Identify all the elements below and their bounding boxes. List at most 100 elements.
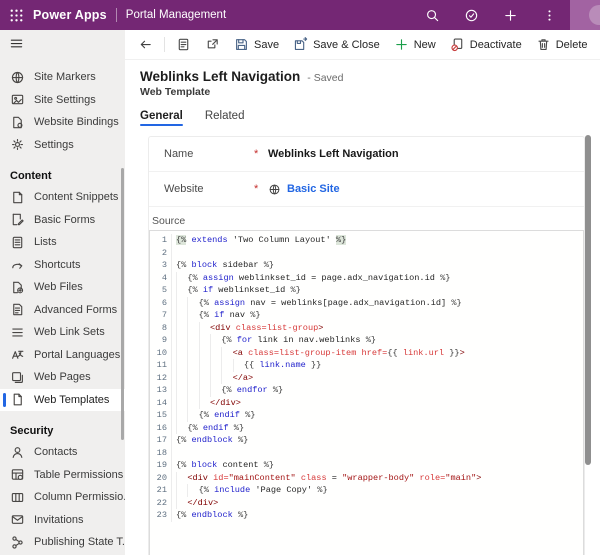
sitemap-toggle-icon[interactable] [0,30,125,56]
form-pane-button[interactable] [169,33,198,56]
popout-button[interactable] [198,33,227,56]
indent-guide [187,321,198,334]
sidebar-item-site-markers[interactable]: Site Markers [0,66,125,89]
indent-guide [176,421,187,434]
sidebar-item-web-link-sets[interactable]: Web Link Sets [0,321,125,344]
sidebar-item-label: Content Snippets [34,191,119,204]
line-number: 7 [150,309,172,322]
line-number: 20 [150,471,172,484]
indent-guide [176,309,187,322]
sidebar-item-label: Site Markers [34,71,96,84]
add-icon[interactable] [497,2,523,28]
sidebar-item-web-files[interactable]: Web Files [0,276,125,299]
line-number: 2 [150,246,172,259]
sidebar-item-invitations[interactable]: Invitations [0,509,125,532]
sidebar-item-shortcuts[interactable]: Shortcuts [0,254,125,277]
line-number: 8 [150,321,172,334]
sidebar-item-label: Site Settings [34,93,96,106]
main-scrollbar[interactable] [585,135,591,465]
indent-guide [176,271,187,284]
indent-guide [176,484,187,497]
required-asterisk: * [254,148,259,160]
sidebar-item-site-settings[interactable]: Site Settings [0,89,125,112]
new-button[interactable]: New [387,33,443,56]
sidebar-item-label: Shortcuts [34,258,81,271]
code-line: 16 {% endif %} [150,421,583,434]
sidebar-section-security: Security [10,425,54,437]
code-line: 2 [150,246,583,259]
sidebar-item-label: Portal Languages [34,348,121,361]
save-and-close-button[interactable]: Save & Close [286,33,387,56]
tab-related[interactable]: Related [204,110,245,122]
indent-guide [187,384,198,397]
code-line: 12 </a> [150,371,583,384]
code-line: 4 {% assign weblinkset_id = page.adx_nav… [150,271,583,284]
top-header: Power Apps Portal Management [0,0,600,30]
general-section-card: Name * Weblinks Left Navigation Website * Bas… [148,136,585,555]
user-avatar[interactable] [570,0,600,30]
sidebar-item-websites[interactable]: Websites [0,56,125,66]
field-value-website[interactable]: Basic Site [268,183,340,196]
sidebar-item-advanced-forms[interactable]: Advanced Forms [0,299,125,322]
deactivate-button[interactable]: Deactivate [443,33,529,56]
sidebar-item-label: Publishing State T... [34,536,125,549]
delete-button[interactable]: Delete [529,33,595,56]
sidebar-item-web-templates[interactable]: Web Templates [0,388,125,411]
save-icon [234,37,249,52]
back-button[interactable] [131,33,160,56]
sidebar-item-label: Web Templates [34,393,110,406]
sidebar-item-portal-languages[interactable]: Portal Languages [0,344,125,367]
sidebar-item-publishing-state-t[interactable]: Publishing State T... [0,531,125,554]
command-label: New [413,38,436,51]
contacts-icon [10,445,25,460]
field-value-name[interactable]: Weblinks Left Navigation [268,148,399,160]
sidebar-item-label: Website Bindings [34,116,119,129]
field-label: Name [164,148,194,160]
command-label: Delete [555,38,588,51]
field-text: Weblinks Left Navigation [268,148,399,160]
sidebar-item-label: Web Files [34,281,83,294]
content-snippets-icon [10,190,25,205]
settings-icon [10,137,25,152]
sidebar-scrollbar[interactable] [121,168,124,440]
tab-general[interactable]: General [140,110,183,126]
sidebar-item-content-snippets[interactable]: Content Snippets [0,186,125,209]
command-label: Save [254,38,280,51]
web-templates-icon [10,392,25,407]
code-line: 17 {% endblock %} [150,434,583,447]
waffle-menu-icon[interactable] [3,2,29,28]
code-line: 1 {% extends 'Two Column Layout' %} [150,234,583,247]
sidebar-item-table-permissions[interactable]: Table Permissions [0,464,125,487]
form-icon [176,37,191,52]
indent-guide [198,371,210,384]
indent-guide [176,496,187,509]
sidebar-item-web-pages[interactable]: Web Pages [0,366,125,389]
web-files-icon [10,280,25,295]
refresh-button[interactable]: Refresh [595,33,600,56]
indent-guide [187,371,198,384]
sidebar-item-basic-forms[interactable]: Basic Forms [0,209,125,232]
indent-guide [187,359,198,372]
check-circle-icon[interactable] [458,2,484,28]
sidebar-item-contacts[interactable]: Contacts [0,441,125,464]
sidebar-item-column-permissio[interactable]: Column Permissio... [0,486,125,509]
search-icon[interactable] [419,2,445,28]
indent-guide [176,396,187,409]
globe-icon [268,183,281,196]
source-code-editor[interactable]: 1 {% extends 'Two Column Layout' %} 2 3 {% b… [149,230,584,555]
indent-guide [176,371,187,384]
source-field-label: Source [152,215,186,227]
sidebar-item-settings[interactable]: Settings [0,134,125,157]
save-button[interactable]: Save [227,33,286,56]
indent-guide [176,334,187,347]
code-line: 6 {% assign nav = weblinks[page.adx_navi… [150,296,583,309]
app-title: Power Apps [33,8,107,22]
indent-guide [198,321,210,334]
sidebar-item-website-bindings[interactable]: Website Bindings [0,111,125,134]
more-options-icon[interactable] [536,2,562,28]
code-line: 8 <div class=list-group> [150,321,583,334]
line-number: 4 [150,271,172,284]
indent-guide [176,346,187,359]
sidebar-item-lists[interactable]: Lists [0,231,125,254]
form-tabs: General Related [140,110,583,126]
